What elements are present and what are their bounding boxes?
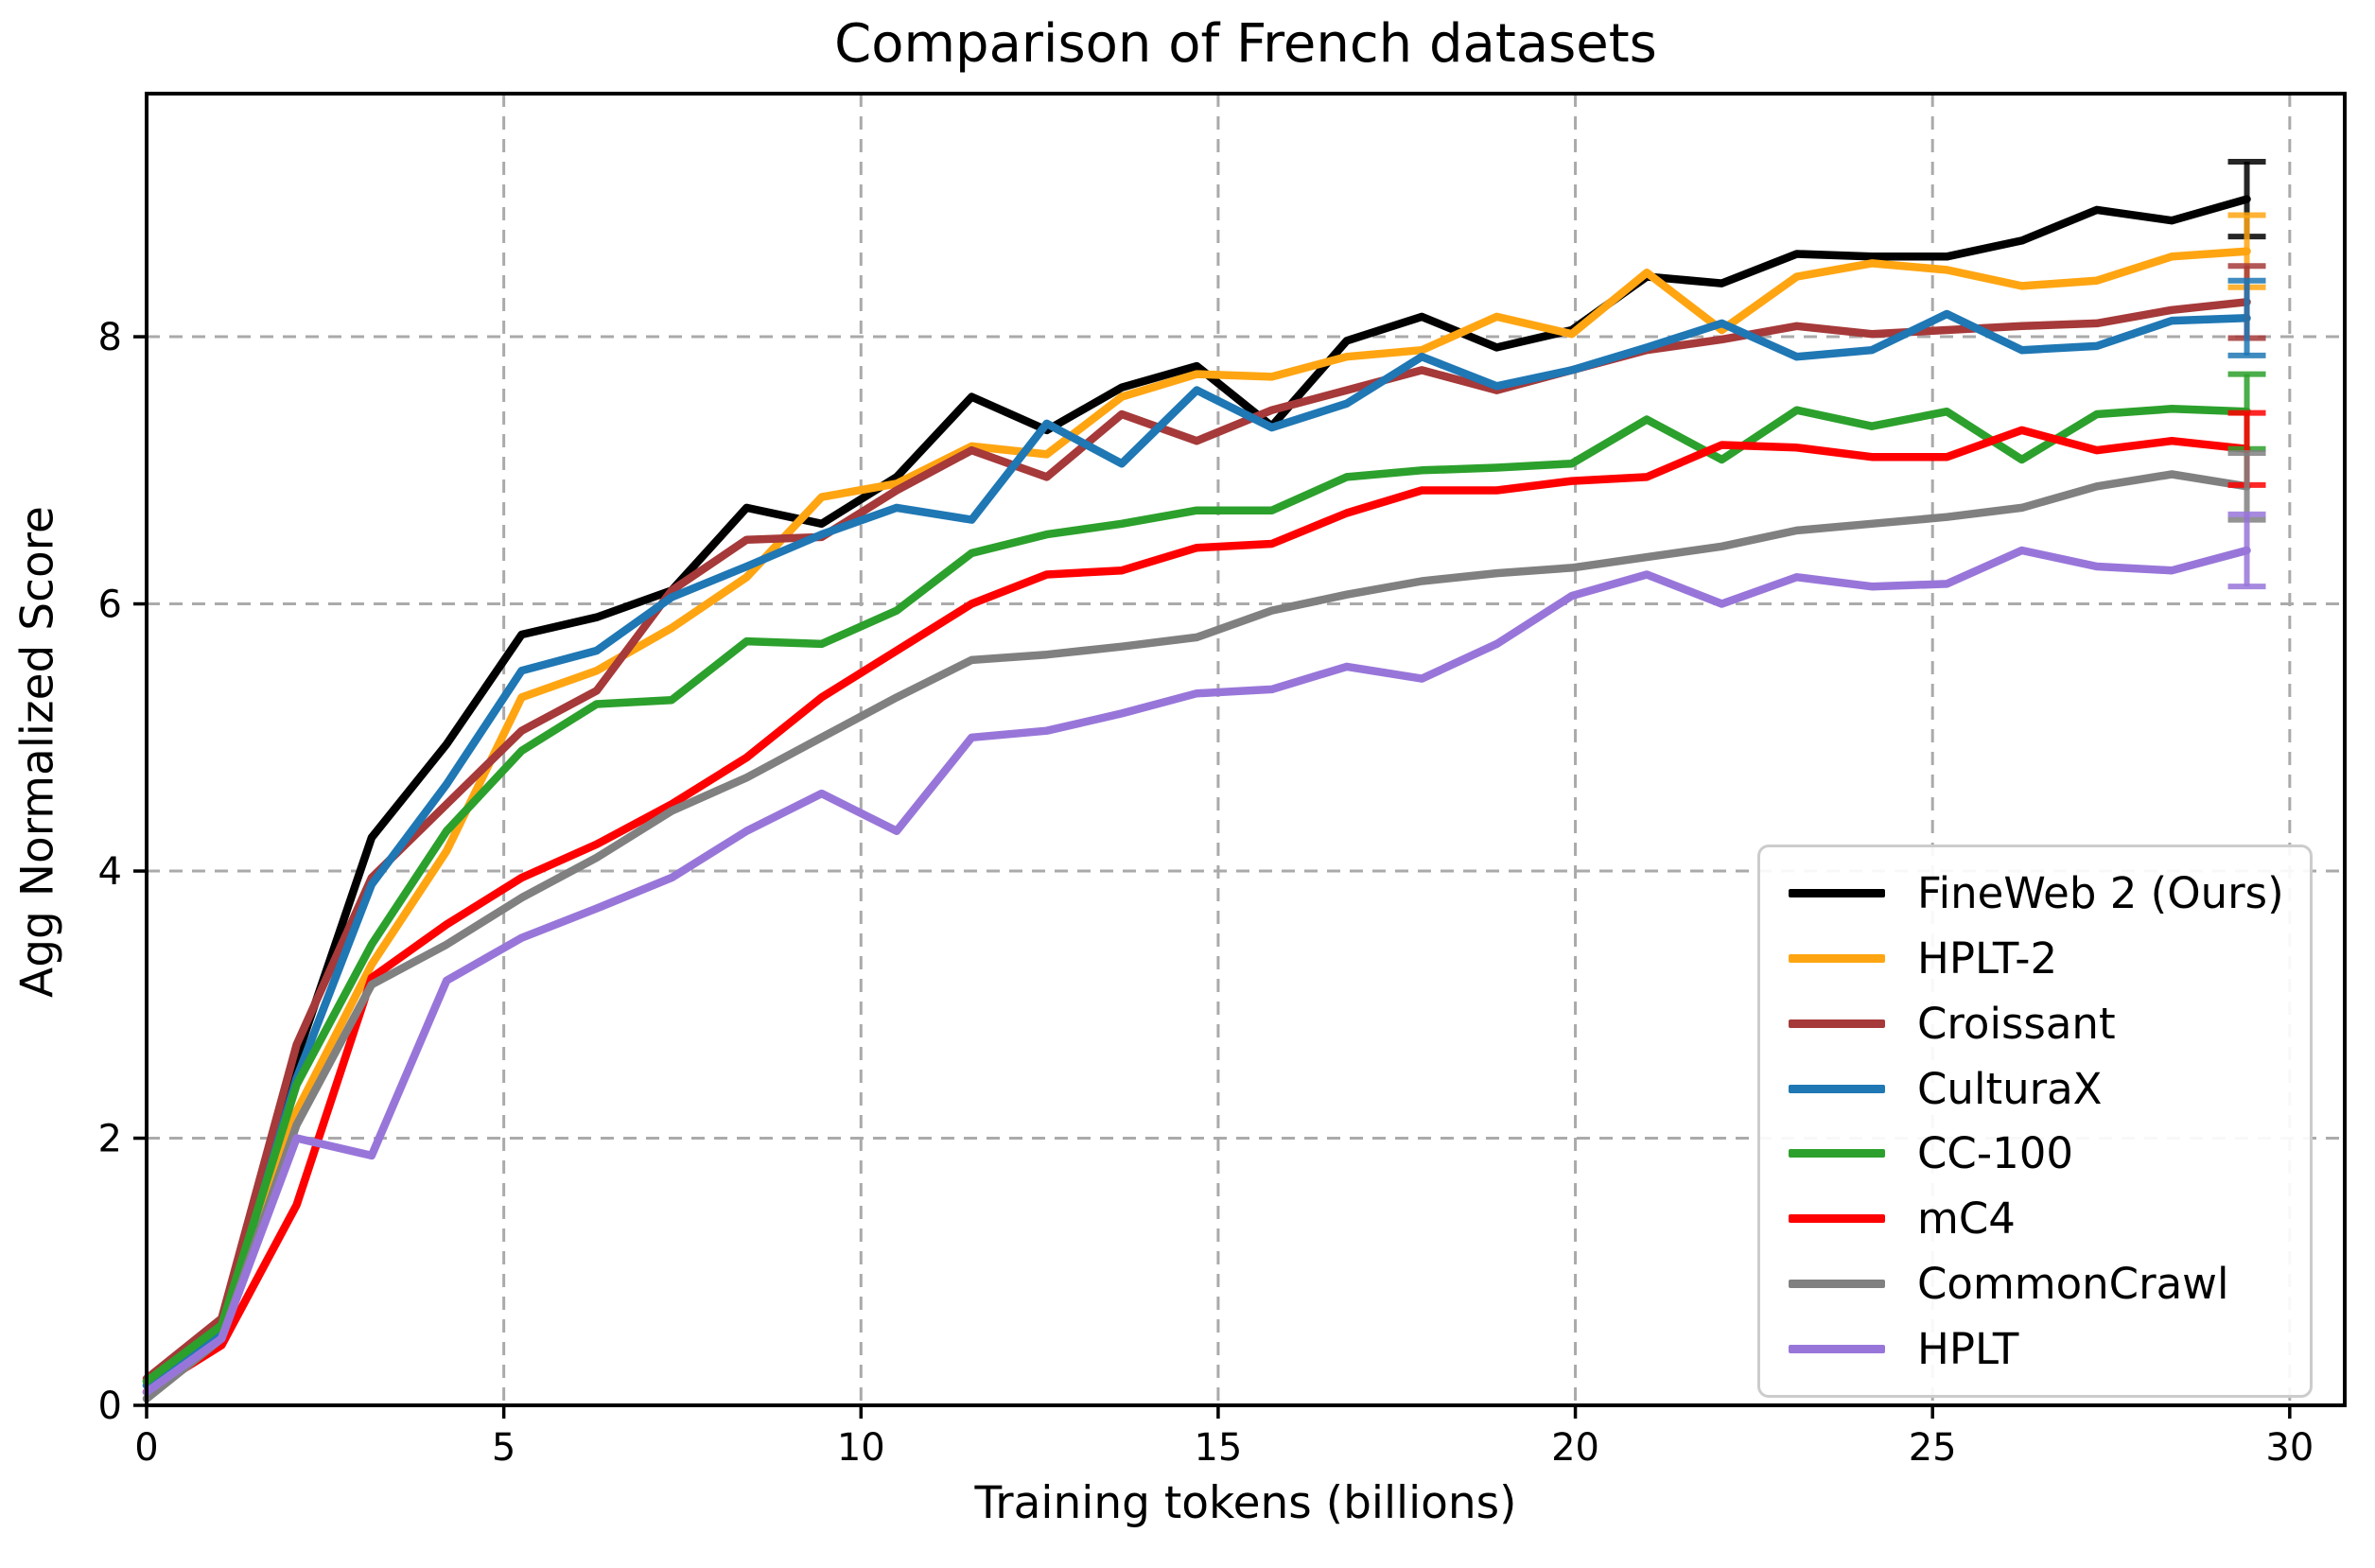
y-tick-label-0: 0 — [98, 1385, 122, 1428]
legend: FineWeb 2 (Ours) HPLT-2 Croissant CulturaX C… — [1757, 845, 2313, 1398]
series-line-CommonCrawl — [142, 470, 2251, 1403]
chart-title: Comparison of French datasets — [834, 13, 1657, 75]
axes-spines — [145, 92, 2347, 1407]
legend-label: CulturaX — [1917, 1063, 2103, 1114]
legend-label: mC4 — [1917, 1193, 2016, 1245]
x-tick-label-15: 15 — [1194, 1426, 1242, 1470]
legend-label: Croissant — [1917, 998, 2116, 1049]
series-line-mC4 — [142, 426, 2251, 1397]
legend-label: CC-100 — [1917, 1128, 2073, 1179]
legend-item: HPLT-2 — [1789, 926, 2310, 991]
legend-item: HPLT — [1789, 1316, 2310, 1382]
legend-item: CulturaX — [1789, 1056, 2310, 1122]
legend-label: FineWeb 2 (Ours) — [1917, 867, 2284, 918]
series-line-FineWeb 2 (Ours) — [142, 195, 2251, 1385]
x-tick-label-25: 25 — [1909, 1426, 1957, 1470]
x-tick-label-10: 10 — [837, 1426, 885, 1470]
legend-swatch-Croissant — [1789, 1019, 1885, 1028]
legend-swatch-FineWeb 2 (Ours) — [1789, 888, 1885, 897]
legend-swatch-mC4 — [1789, 1214, 1885, 1224]
legend-item: CC-100 — [1789, 1122, 2310, 1187]
y-tick-label-8: 8 — [98, 316, 122, 359]
y-tick-label-6: 6 — [98, 584, 122, 627]
legend-label: CommonCrawl — [1917, 1259, 2229, 1310]
series-line-Croissant — [142, 298, 2251, 1384]
x-tick-label-20: 20 — [1551, 1426, 1599, 1470]
legend-swatch-HPLT-2 — [1789, 953, 1885, 963]
legend-label: HPLT-2 — [1917, 932, 2058, 984]
legend-item: FineWeb 2 (Ours) — [1789, 861, 2310, 926]
x-tick-label-0: 0 — [134, 1426, 158, 1470]
y-tick-label-2: 2 — [98, 1118, 122, 1161]
x-tick-label-30: 30 — [2265, 1426, 2314, 1470]
legend-swatch-CulturaX — [1789, 1084, 1885, 1093]
series-line-CC-100 — [142, 405, 2251, 1385]
legend-item: CommonCrawl — [1789, 1251, 2310, 1316]
y-tick-label-4: 4 — [98, 850, 122, 894]
series-line-HPLT — [142, 546, 2251, 1397]
x-tick-label-5: 5 — [492, 1426, 515, 1470]
legend-item: Croissant — [1789, 991, 2310, 1056]
series-line-HPLT-2 — [142, 247, 2251, 1390]
legend-label: HPLT — [1917, 1324, 2019, 1375]
legend-swatch-CommonCrawl — [1789, 1280, 1885, 1289]
legend-swatch-HPLT — [1789, 1345, 1885, 1354]
series-line-CulturaX — [142, 309, 2251, 1390]
y-axis-label: Agg Normalized Score — [11, 506, 64, 998]
legend-swatch-CC-100 — [1789, 1149, 1885, 1159]
x-axis-label: Training tokens (billions) — [974, 1477, 1517, 1529]
legend-item: mC4 — [1789, 1186, 2310, 1251]
